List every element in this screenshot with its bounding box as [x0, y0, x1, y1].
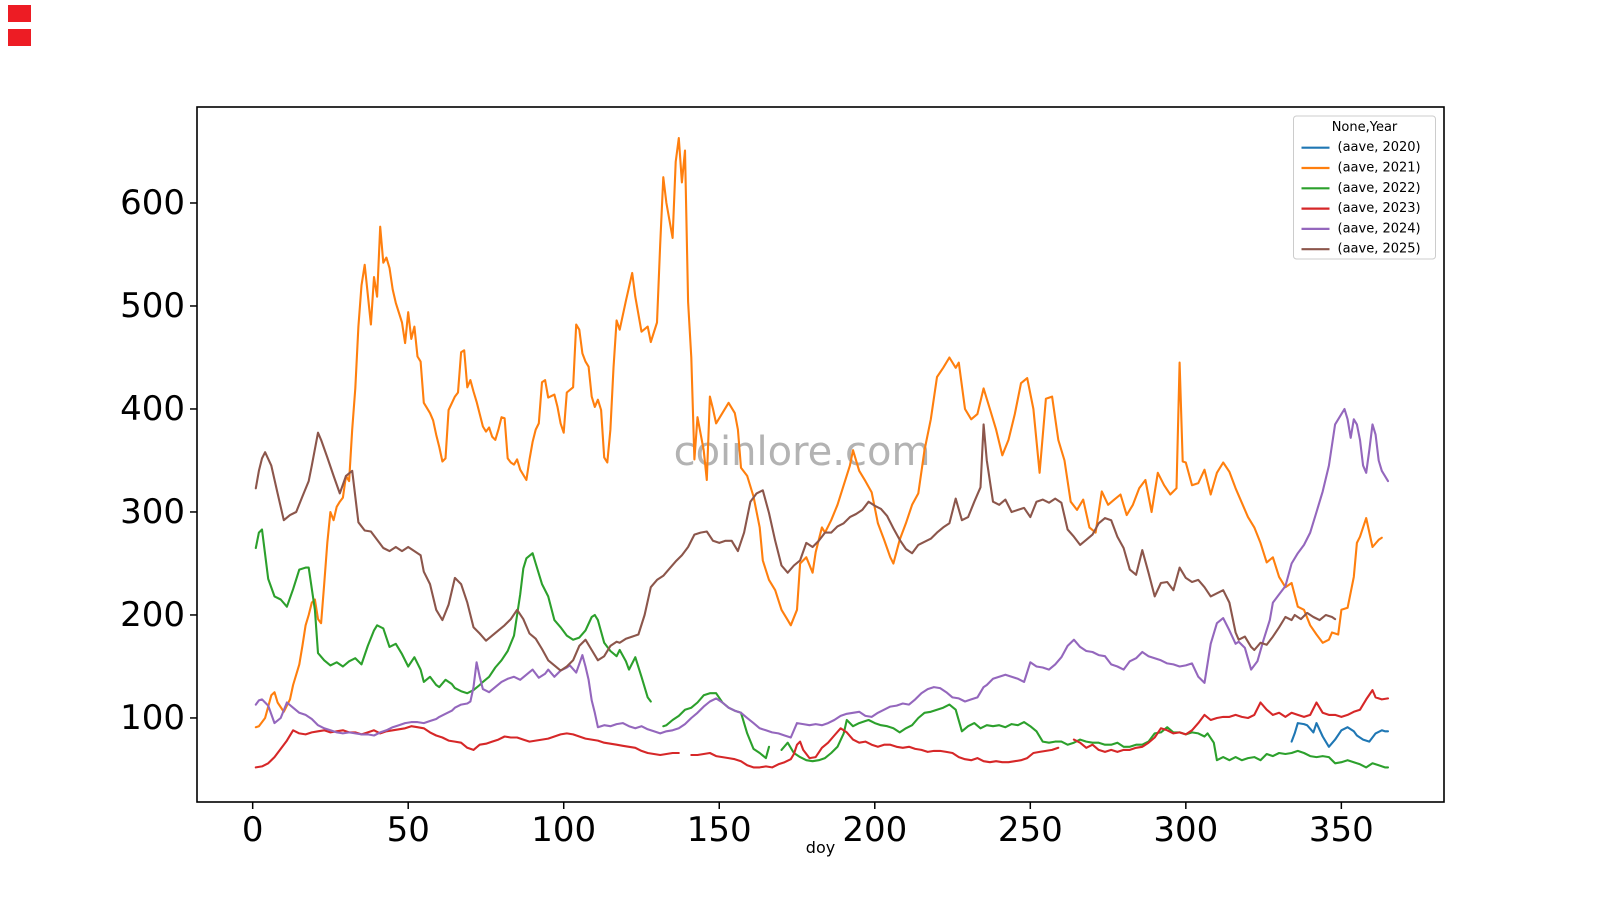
- legend-label-aave2021: (aave, 2021): [1338, 161, 1421, 176]
- x-tick-label: 0: [242, 810, 264, 850]
- y-tick-label: 600: [120, 183, 185, 223]
- legend-label-aave2022: (aave, 2022): [1338, 181, 1421, 196]
- x-tick-label: 250: [998, 810, 1063, 850]
- legend-label-aave2023: (aave, 2023): [1338, 201, 1421, 216]
- y-tick-label: 100: [120, 698, 185, 738]
- red-marker-2: [8, 29, 31, 46]
- series-line-2023: [254, 689, 1390, 769]
- x-tick-label: 300: [1153, 810, 1218, 850]
- plot-border: [196, 106, 1445, 803]
- series-line-2021: [254, 137, 1383, 729]
- watermark: coinlore.com: [674, 429, 931, 475]
- y-tick-label: 500: [120, 286, 185, 326]
- x-tick-label: 150: [687, 810, 752, 850]
- x-tick-label: 350: [1309, 810, 1374, 850]
- x-axis-label: doy: [806, 838, 835, 857]
- legend-label-aave2024: (aave, 2024): [1338, 221, 1421, 236]
- legend-box: [1293, 115, 1436, 260]
- legend-label-aave2020: (aave, 2020): [1338, 140, 1421, 155]
- y-tick-label: 200: [120, 595, 185, 635]
- x-tick-label: 200: [842, 810, 907, 850]
- y-tick-label: 400: [120, 389, 185, 429]
- series-line-2024: [254, 407, 1390, 739]
- series-line-2020: [1290, 722, 1390, 748]
- series-line-2025: [254, 423, 1337, 672]
- legend-label-aave2025: (aave, 2025): [1338, 242, 1421, 257]
- x-tick-label: 100: [531, 810, 596, 850]
- series-line-2022: [254, 528, 1390, 769]
- y-tick-label: 300: [120, 492, 185, 532]
- red-marker-1: [8, 5, 31, 22]
- x-tick-label: 50: [387, 810, 430, 850]
- legend: None,Year (aave, 2020) (aave, 2021) (aave, …: [1293, 115, 1436, 260]
- legend-title: None,Year: [1332, 120, 1398, 135]
